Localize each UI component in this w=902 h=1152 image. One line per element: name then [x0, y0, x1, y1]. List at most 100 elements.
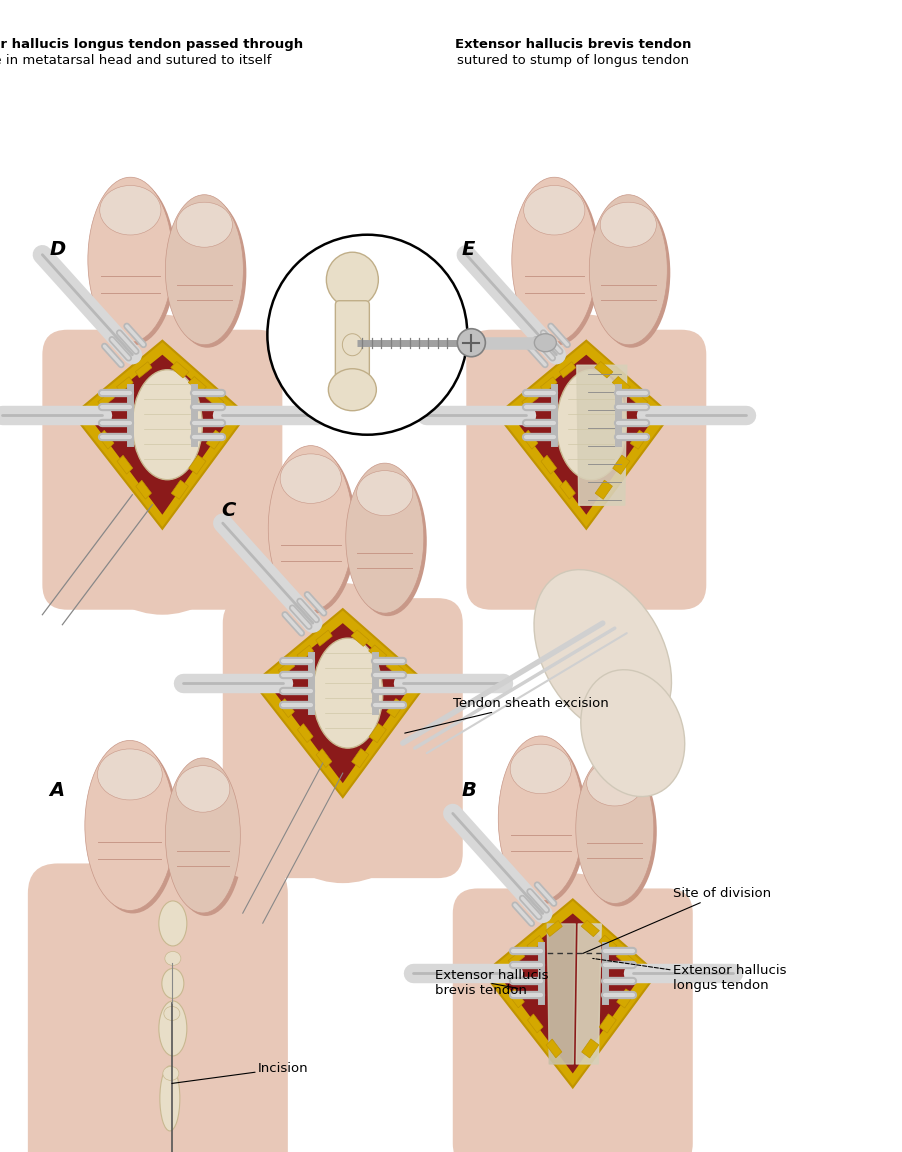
- Polygon shape: [582, 1039, 599, 1058]
- Ellipse shape: [476, 314, 696, 615]
- Ellipse shape: [581, 669, 685, 796]
- Text: Site of division: Site of division: [583, 887, 771, 954]
- Ellipse shape: [133, 370, 202, 479]
- Polygon shape: [527, 935, 544, 952]
- Text: A: A: [50, 781, 65, 799]
- Ellipse shape: [53, 912, 262, 1152]
- Text: C: C: [221, 501, 235, 520]
- Ellipse shape: [511, 744, 571, 794]
- Ellipse shape: [498, 736, 584, 901]
- Polygon shape: [560, 480, 575, 499]
- Ellipse shape: [281, 454, 341, 503]
- Polygon shape: [483, 900, 657, 1087]
- Ellipse shape: [100, 185, 161, 235]
- Polygon shape: [278, 660, 295, 676]
- Polygon shape: [547, 1039, 562, 1058]
- Polygon shape: [189, 455, 206, 475]
- Ellipse shape: [41, 895, 275, 1152]
- Ellipse shape: [586, 761, 643, 806]
- Ellipse shape: [165, 758, 240, 912]
- Ellipse shape: [268, 446, 354, 611]
- Polygon shape: [509, 990, 524, 1008]
- Ellipse shape: [176, 203, 233, 248]
- FancyBboxPatch shape: [466, 329, 706, 609]
- Ellipse shape: [579, 757, 657, 907]
- Ellipse shape: [32, 884, 283, 1152]
- Text: D: D: [50, 240, 66, 258]
- Ellipse shape: [328, 369, 376, 411]
- Polygon shape: [253, 609, 427, 797]
- Ellipse shape: [327, 252, 378, 308]
- Ellipse shape: [164, 1007, 179, 1021]
- Text: E: E: [462, 240, 475, 258]
- Text: Tendon sheath excision: Tendon sheath excision: [405, 697, 609, 733]
- Polygon shape: [352, 749, 369, 767]
- Polygon shape: [73, 341, 246, 529]
- Ellipse shape: [169, 761, 244, 916]
- FancyBboxPatch shape: [453, 888, 693, 1152]
- Ellipse shape: [575, 753, 654, 903]
- Ellipse shape: [87, 743, 178, 914]
- Ellipse shape: [161, 969, 184, 999]
- Polygon shape: [511, 355, 657, 515]
- Ellipse shape: [176, 766, 230, 812]
- Polygon shape: [497, 341, 670, 529]
- Ellipse shape: [534, 569, 671, 736]
- FancyBboxPatch shape: [223, 598, 463, 878]
- Polygon shape: [206, 392, 224, 408]
- Polygon shape: [612, 377, 630, 393]
- Polygon shape: [116, 377, 133, 393]
- Polygon shape: [541, 455, 557, 475]
- Polygon shape: [594, 362, 612, 378]
- FancyBboxPatch shape: [42, 329, 282, 609]
- Polygon shape: [97, 392, 115, 408]
- Polygon shape: [540, 377, 557, 393]
- Polygon shape: [316, 630, 332, 646]
- Ellipse shape: [38, 864, 278, 1152]
- Polygon shape: [317, 749, 332, 767]
- Polygon shape: [298, 723, 313, 743]
- Polygon shape: [599, 1014, 616, 1033]
- Text: Extensor hallucis longus tendon passed through: Extensor hallucis longus tendon passed t…: [0, 38, 303, 51]
- Polygon shape: [630, 430, 648, 449]
- Ellipse shape: [593, 198, 670, 348]
- Polygon shape: [87, 355, 233, 515]
- Ellipse shape: [36, 889, 280, 1152]
- Text: hole in metatarsal head and sutured to itself: hole in metatarsal head and sutured to i…: [0, 54, 271, 67]
- Ellipse shape: [589, 195, 667, 344]
- Polygon shape: [630, 392, 648, 408]
- Ellipse shape: [160, 1066, 179, 1131]
- Polygon shape: [136, 480, 152, 499]
- Polygon shape: [546, 920, 562, 937]
- Ellipse shape: [463, 873, 683, 1152]
- Polygon shape: [528, 1014, 543, 1033]
- Ellipse shape: [97, 749, 162, 799]
- Polygon shape: [170, 362, 189, 378]
- Ellipse shape: [91, 180, 176, 346]
- Ellipse shape: [515, 180, 600, 346]
- Ellipse shape: [45, 901, 271, 1152]
- Text: Extensor hallucis brevis tendon: Extensor hallucis brevis tendon: [455, 38, 691, 51]
- Ellipse shape: [457, 328, 485, 357]
- Polygon shape: [135, 362, 152, 378]
- Ellipse shape: [313, 638, 382, 748]
- Polygon shape: [595, 480, 612, 499]
- Ellipse shape: [52, 314, 272, 615]
- Polygon shape: [268, 623, 413, 783]
- Polygon shape: [297, 645, 314, 661]
- Polygon shape: [581, 920, 599, 937]
- Polygon shape: [612, 455, 630, 475]
- Ellipse shape: [524, 185, 584, 235]
- Ellipse shape: [85, 741, 175, 910]
- Text: Incision: Incision: [172, 1062, 308, 1083]
- Ellipse shape: [58, 918, 258, 1152]
- Ellipse shape: [159, 901, 187, 946]
- Ellipse shape: [87, 177, 173, 342]
- Polygon shape: [189, 377, 207, 393]
- Ellipse shape: [165, 952, 180, 965]
- Polygon shape: [616, 950, 634, 967]
- Polygon shape: [521, 392, 538, 408]
- Polygon shape: [508, 950, 525, 967]
- Ellipse shape: [28, 879, 288, 1152]
- Polygon shape: [171, 480, 189, 499]
